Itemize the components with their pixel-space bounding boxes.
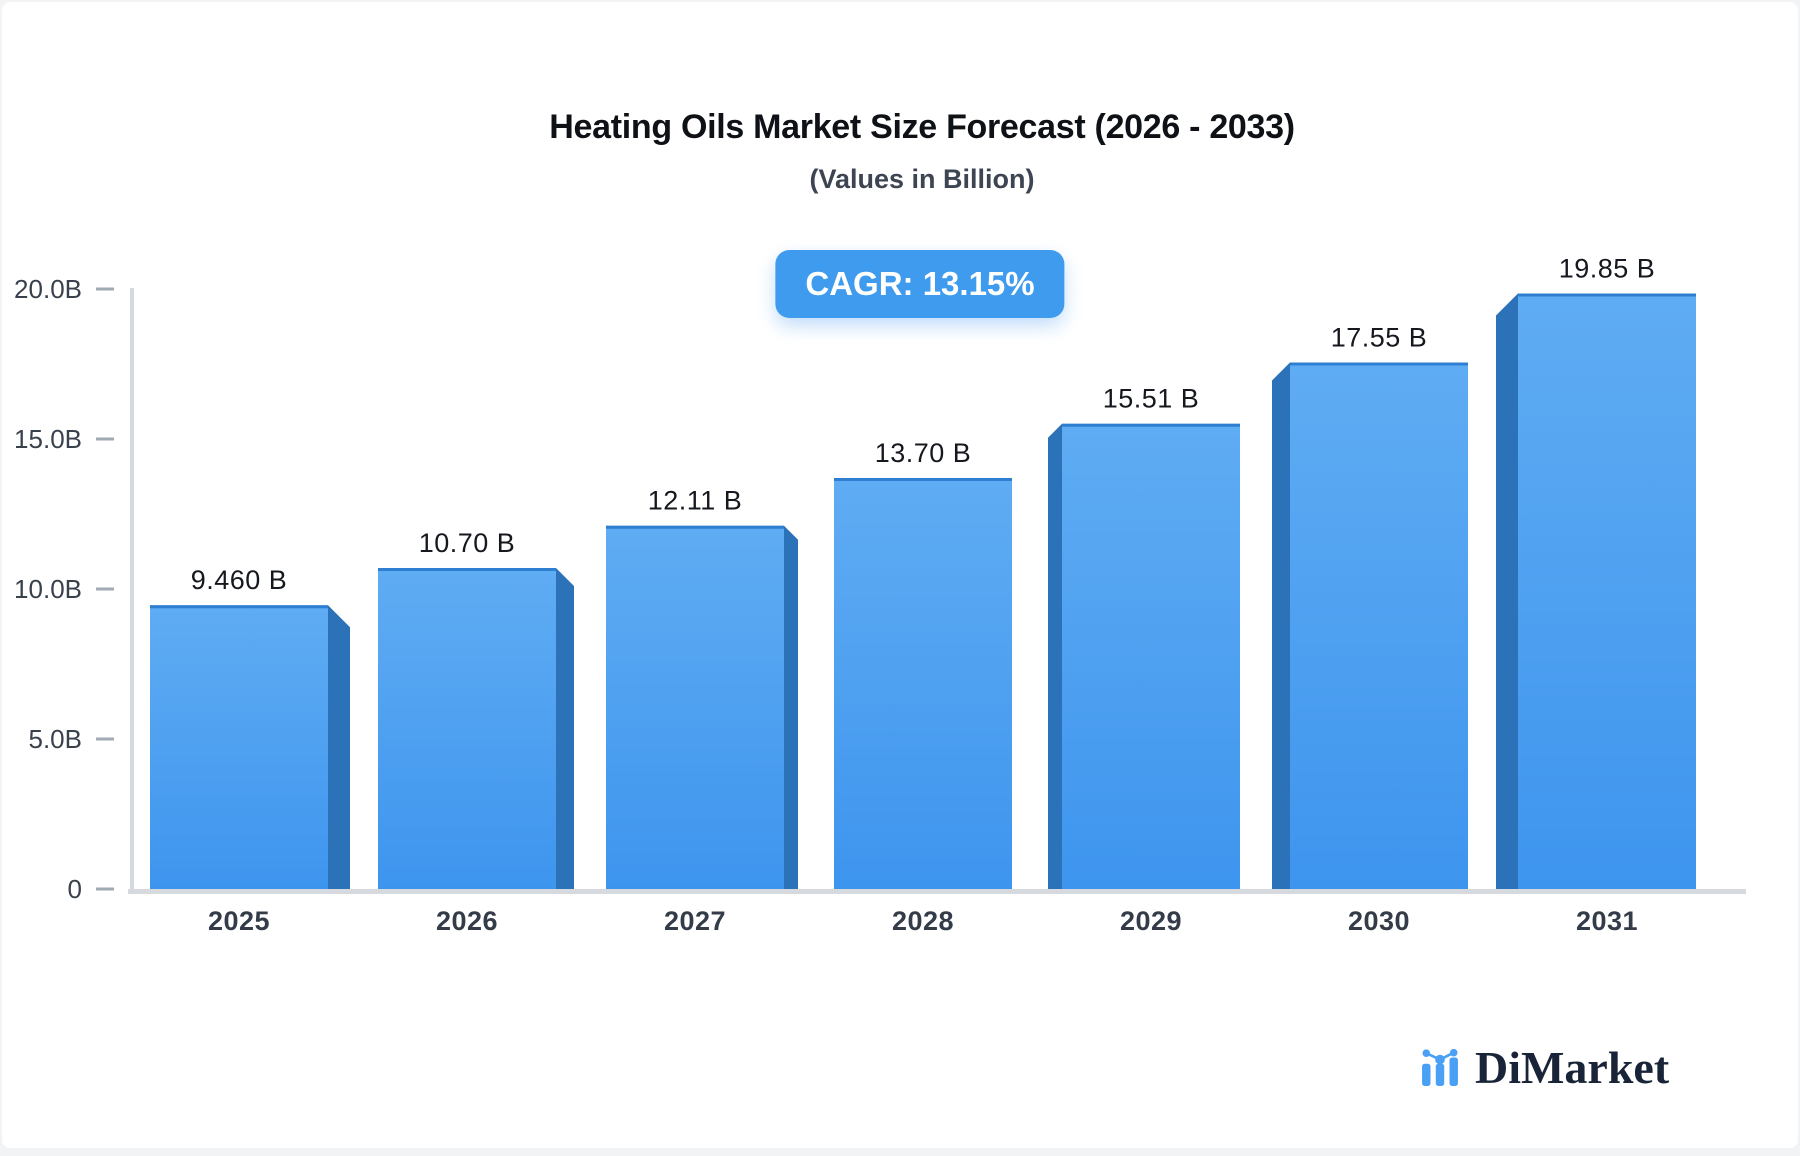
bar-side-facet <box>784 525 798 889</box>
x-tick-label: 2026 <box>436 906 498 936</box>
bar-value-label: 19.85 B <box>1559 254 1656 284</box>
bar-value-label: 15.51 B <box>1103 384 1200 414</box>
bar-value-label: 9.460 B <box>191 565 288 595</box>
bar-face <box>1290 362 1468 889</box>
y-tick-label: 5.0B <box>29 724 83 754</box>
cagr-badge: CAGR: 13.15% <box>775 250 1065 318</box>
y-tick-label: 10.0B <box>14 574 82 604</box>
y-tick-label: 0 <box>68 874 82 904</box>
bar-value-label: 10.70 B <box>419 528 516 558</box>
bar-face <box>150 605 328 889</box>
dimarket-logo-icon <box>1422 1049 1458 1086</box>
bar-face <box>378 568 556 889</box>
logo-text: DiMarket <box>1475 1042 1670 1093</box>
x-tick-label: 2025 <box>208 906 270 936</box>
bar: 15.51 B 2029 <box>1048 384 1240 936</box>
bar-face <box>1518 293 1696 889</box>
chart-title: Heating Oils Market Size Forecast (2026 … <box>549 108 1295 146</box>
x-tick-label: 2028 <box>892 906 954 936</box>
y-tick-label: 20.0B <box>14 274 82 304</box>
bar: 9.460 B 2025 <box>150 565 350 936</box>
bar-face <box>834 478 1012 889</box>
bar-side-facet <box>328 605 350 889</box>
bar-value-label: 12.11 B <box>648 486 743 516</box>
x-tick-label: 2027 <box>664 906 726 936</box>
bar: 12.11 B 2027 <box>606 486 798 936</box>
x-tick-label: 2031 <box>1576 906 1638 936</box>
bar-face <box>606 525 784 889</box>
bar-side-facet <box>556 568 574 889</box>
y-tick-label: 15.0B <box>14 424 82 454</box>
bars-layer: 9.460 B 2025 10.70 B 2026 12.11 B 2027 13.70 B… <box>150 254 1696 936</box>
bar-value-label: 13.70 B <box>875 438 972 468</box>
bar-side-facet <box>1048 423 1062 889</box>
bar-value-label: 17.55 B <box>1331 323 1428 353</box>
x-tick-label: 2029 <box>1120 906 1182 936</box>
bar-side-facet <box>1496 293 1518 889</box>
bar: 10.70 B 2026 <box>378 528 574 936</box>
bar-face <box>1062 423 1240 889</box>
bar-side-facet <box>1272 362 1290 889</box>
bar: 17.55 B 2030 <box>1272 323 1468 936</box>
x-tick-label: 2030 <box>1348 906 1410 936</box>
axis-layer: 0 5.0B 10.0B 15.0B 20.0B <box>14 274 1746 904</box>
chart-subtitle: (Values in Billion) <box>809 164 1035 194</box>
bar: 13.70 B 2028 <box>834 438 1012 936</box>
logo: DiMarket <box>1421 1044 1669 1092</box>
bar: 19.85 B 2031 <box>1496 254 1696 936</box>
